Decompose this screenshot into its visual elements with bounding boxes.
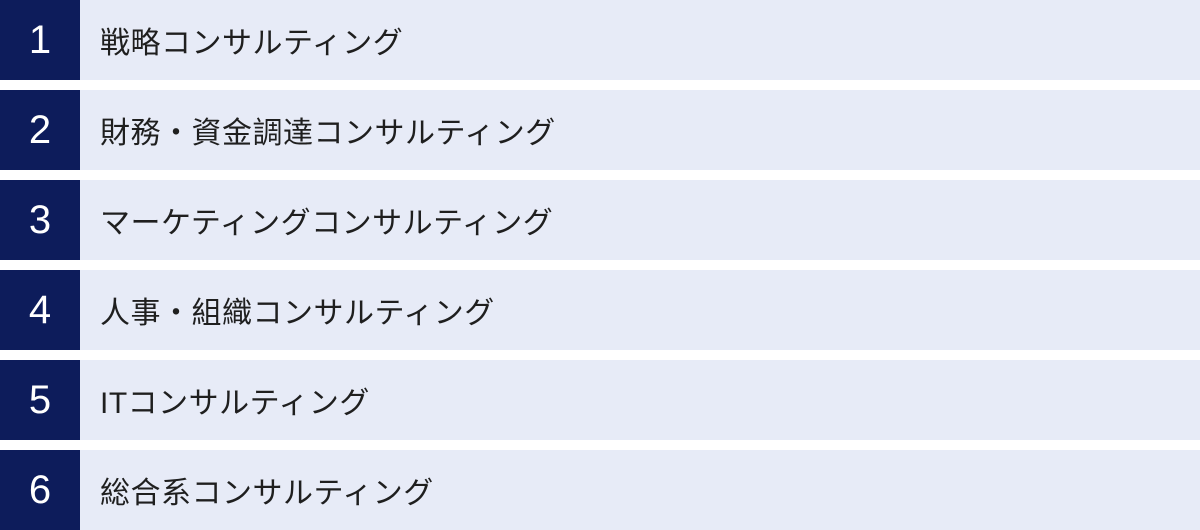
item-label-area: 総合系コンサルティング [80, 450, 1200, 530]
item-label-area: ITコンサルティング [80, 360, 1200, 440]
item-label-area: マーケティングコンサルティング [80, 180, 1200, 260]
item-number-badge: 4 [0, 270, 80, 350]
list-item-1: 1 戦略コンサルティング [0, 0, 1200, 80]
item-label: 人事・組織コンサルティング [100, 297, 495, 330]
item-number-badge: 2 [0, 90, 80, 170]
item-number-badge: 6 [0, 450, 80, 530]
item-number-badge: 5 [0, 360, 80, 440]
item-number-badge: 1 [0, 0, 80, 80]
item-label: 総合系コンサルティング [100, 477, 434, 510]
list-item-6: 6 総合系コンサルティング [0, 450, 1200, 530]
item-label-area: 財務・資金調達コンサルティング [80, 90, 1200, 170]
item-label: 財務・資金調達コンサルティング [100, 117, 556, 150]
list-item-5: 5 ITコンサルティング [0, 360, 1200, 440]
list-item-3: 3 マーケティングコンサルティング [0, 180, 1200, 260]
list-item-4: 4 人事・組織コンサルティング [0, 270, 1200, 350]
list-item-2: 2 財務・資金調達コンサルティング [0, 90, 1200, 170]
item-label: 戦略コンサルティング [100, 27, 404, 60]
item-label: マーケティングコンサルティング [100, 207, 554, 240]
item-label: ITコンサルティング [100, 387, 370, 420]
item-label-area: 人事・組織コンサルティング [80, 270, 1200, 350]
item-number-badge: 3 [0, 180, 80, 260]
item-label-area: 戦略コンサルティング [80, 0, 1200, 80]
